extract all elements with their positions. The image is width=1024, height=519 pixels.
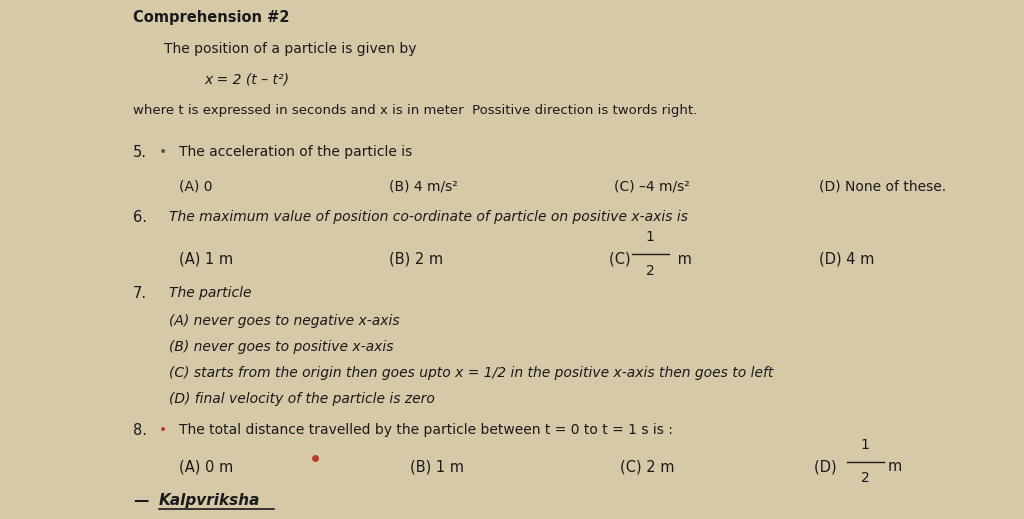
Text: The particle: The particle	[169, 286, 252, 301]
Text: (B) 4 m/s²: (B) 4 m/s²	[389, 179, 458, 193]
Text: 1: 1	[646, 230, 654, 244]
Text: (D) 4 m: (D) 4 m	[819, 252, 874, 267]
Text: (C) 2 m: (C) 2 m	[620, 459, 674, 474]
Text: Comprehension #2: Comprehension #2	[133, 10, 290, 25]
Text: (D) None of these.: (D) None of these.	[819, 179, 946, 193]
Text: m: m	[673, 252, 691, 267]
Text: (A) never goes to negative x-axis: (A) never goes to negative x-axis	[169, 314, 399, 328]
Text: 5.: 5.	[133, 145, 147, 160]
Text: (C): (C)	[609, 252, 636, 267]
Text: 6.: 6.	[133, 210, 147, 225]
Text: x = 2 (t – t²): x = 2 (t – t²)	[205, 73, 290, 87]
Text: (D): (D)	[814, 459, 842, 474]
Text: (A) 1 m: (A) 1 m	[179, 252, 233, 267]
Text: (A) 0: (A) 0	[179, 179, 213, 193]
Text: 7.: 7.	[133, 286, 147, 302]
Text: The acceleration of the particle is: The acceleration of the particle is	[179, 145, 413, 159]
Text: •: •	[159, 423, 167, 437]
Text: (D) final velocity of the particle is zero: (D) final velocity of the particle is ze…	[169, 392, 435, 406]
Text: where t is expressed in seconds and x is in meter  Possitive direction is twords: where t is expressed in seconds and x is…	[133, 104, 697, 117]
Text: 2: 2	[861, 471, 869, 485]
Text: The total distance travelled by the particle between t = 0 to t = 1 s is :: The total distance travelled by the part…	[179, 423, 673, 437]
Text: 2: 2	[646, 264, 654, 278]
Text: Kalpvriksha: Kalpvriksha	[159, 493, 260, 508]
Text: (B) never goes to positive x-axis: (B) never goes to positive x-axis	[169, 340, 393, 354]
Text: m: m	[888, 459, 902, 474]
Text: 8.: 8.	[133, 423, 147, 438]
Text: (B) 2 m: (B) 2 m	[389, 252, 443, 267]
Text: (B) 1 m: (B) 1 m	[410, 459, 464, 474]
Text: —: —	[133, 493, 148, 508]
Text: 1: 1	[861, 438, 869, 452]
Text: (C) –4 m/s²: (C) –4 m/s²	[614, 179, 690, 193]
Text: The maximum value of position co-ordinate of particle on positive x-axis is: The maximum value of position co-ordinat…	[169, 210, 688, 224]
Text: (A) 0 m: (A) 0 m	[179, 459, 233, 474]
Text: (C) starts from the origin then goes upto x = 1/2 in the positive x-axis then go: (C) starts from the origin then goes upt…	[169, 366, 773, 380]
Text: The position of a particle is given by: The position of a particle is given by	[164, 42, 417, 56]
Text: •: •	[159, 145, 167, 159]
